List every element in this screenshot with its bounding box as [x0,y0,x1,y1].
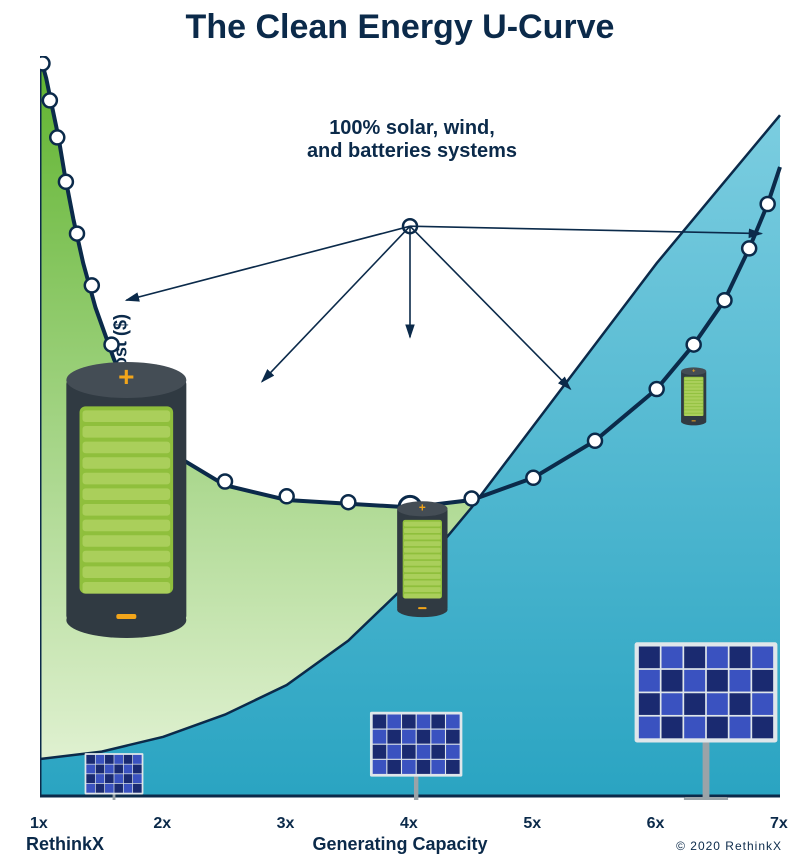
annotation-arrow [126,226,410,300]
u-curve-marker [85,278,99,292]
x-tick-label: 2x [153,815,171,833]
u-curve-marker [526,471,540,485]
solar-panel-icon [85,753,144,800]
annotation-arrow [410,226,570,389]
chart-title: The Clean Energy U-Curve [0,8,800,47]
x-tick-label: 6x [647,815,665,833]
u-curve-marker [650,382,664,396]
u-curve-marker [218,475,232,489]
x-tick-label: 4x [400,815,418,833]
x-tick-label: 1x [30,815,48,833]
u-curve-marker [718,293,732,307]
svg-text:+: + [118,361,134,392]
u-curve-marker [105,338,119,352]
battery-icon: + [397,501,447,617]
u-curve-marker [50,130,64,144]
brand-logo: RethinkX [26,834,104,855]
u-curve-chart: + + + [40,56,784,800]
u-curve-marker [43,93,57,107]
u-curve-marker [59,175,73,189]
u-curve-marker [70,227,84,241]
x-tick-label: 5x [523,815,541,833]
u-curve-marker [742,241,756,255]
u-curve-marker [761,197,775,211]
u-curve-marker [588,434,602,448]
x-tick-label: 3x [277,815,295,833]
u-curve-marker [465,492,479,506]
svg-text:+: + [692,368,696,374]
u-curve-marker [687,338,701,352]
copyright-text: © 2020 RethinkX [676,839,782,853]
svg-text:+: + [419,501,426,514]
battery-icon: + [66,361,186,638]
u-curve-marker [280,489,294,503]
u-curve-marker [341,495,355,509]
battery-icon: + [681,367,706,425]
x-tick-label: 7x [770,815,788,833]
u-curve-marker [40,56,49,70]
annotation-arrow [262,226,410,381]
